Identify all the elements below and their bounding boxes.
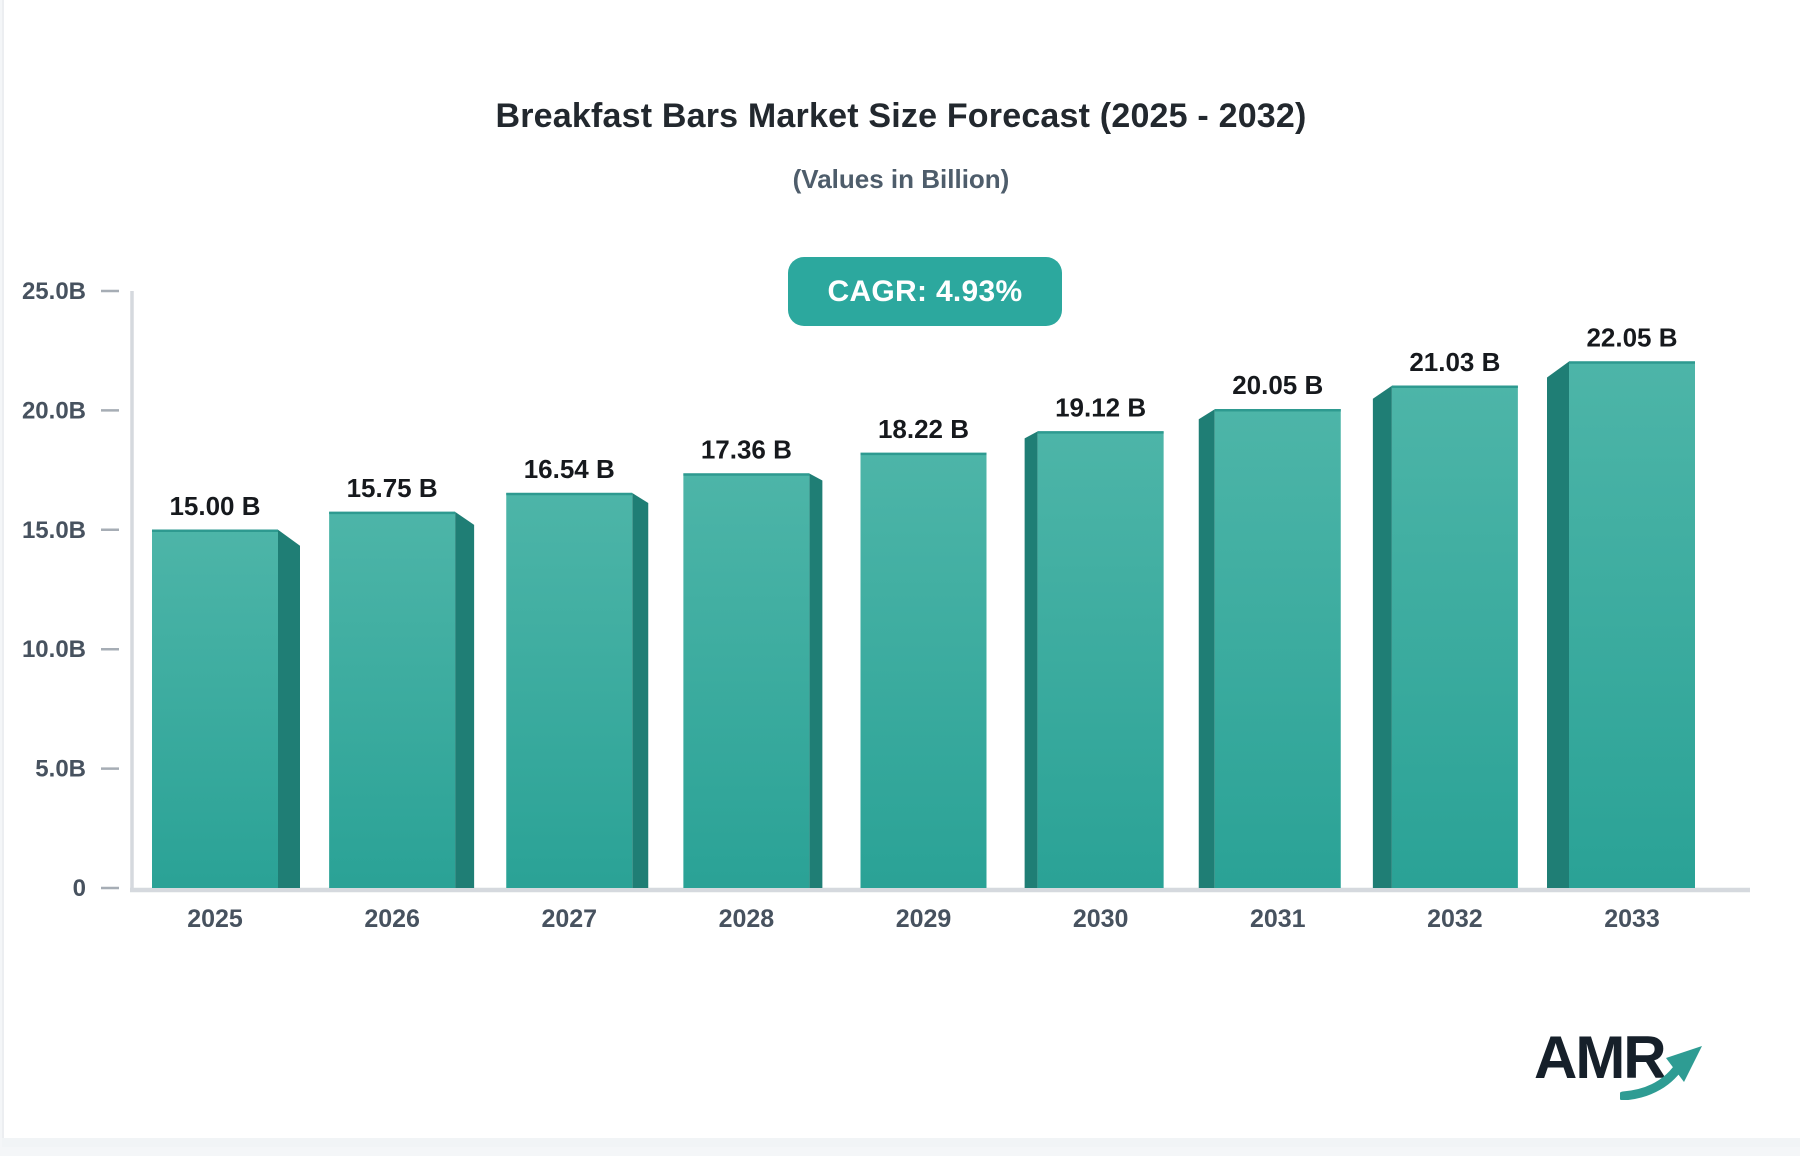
bar-side-face — [1024, 431, 1038, 888]
x-axis-label: 2027 — [541, 905, 597, 933]
bar-side-face — [278, 529, 300, 888]
value-label: 22.05 B — [1586, 322, 1677, 352]
x-axis-label: 2025 — [187, 905, 243, 933]
y-tick-label: 5.0B — [35, 756, 86, 783]
value-label: 19.12 B — [1055, 392, 1146, 422]
amr-logo-text: AMR — [1534, 1024, 1667, 1091]
bar-2033 — [1569, 361, 1695, 888]
x-axis-label: 2028 — [719, 905, 775, 933]
x-axis-label: 2026 — [364, 905, 420, 933]
bar-2025 — [152, 529, 278, 888]
card-left-edge — [2, 0, 4, 1147]
value-label: 17.36 B — [701, 434, 792, 464]
bar-2032 — [1391, 385, 1518, 888]
x-axis-label: 2029 — [896, 905, 952, 933]
value-label: 18.22 B — [878, 414, 969, 444]
bar-2026 — [329, 511, 456, 888]
value-label: 16.54 B — [524, 454, 615, 484]
growth-arrow-icon — [1620, 1046, 1702, 1100]
bottom-strip — [2, 1138, 1800, 1147]
y-tick-label: 0 — [73, 875, 86, 902]
x-axis-label: 2033 — [1604, 905, 1660, 933]
x-axis-label: 2031 — [1250, 905, 1306, 933]
bar-2030 — [1037, 431, 1164, 888]
y-tick-label: 25.0B — [22, 278, 86, 305]
value-label: 15.00 B — [169, 491, 260, 521]
value-label: 21.03 B — [1409, 347, 1500, 377]
bar-side-face — [455, 511, 475, 888]
y-tick-label: 10.0B — [22, 636, 86, 663]
chart-title: Breakfast Bars Market Size Forecast (202… — [495, 97, 1307, 135]
bar-side-face — [1198, 409, 1215, 888]
bar-side-face — [1372, 385, 1392, 888]
bar-side-face — [1547, 361, 1569, 888]
x-axis-label: 2032 — [1427, 905, 1483, 933]
y-tick-label: 20.0B — [22, 397, 86, 424]
value-label: 15.75 B — [347, 473, 438, 503]
bar-side-face — [632, 493, 649, 888]
y-tick-label: 15.0B — [22, 517, 86, 544]
amr-logo: AMR — [1534, 1028, 1724, 1108]
bar-2028 — [683, 473, 810, 888]
bar-2027 — [506, 493, 633, 888]
bar-side-face — [809, 473, 823, 888]
bar-2029 — [860, 452, 987, 888]
bar-2031 — [1214, 409, 1341, 888]
x-axis-label: 2030 — [1073, 905, 1129, 933]
chart-subtitle: (Values in Billion) — [792, 164, 1010, 194]
value-label: 20.05 B — [1232, 370, 1323, 400]
cagr-badge: CAGR: 4.93% — [788, 257, 1062, 326]
